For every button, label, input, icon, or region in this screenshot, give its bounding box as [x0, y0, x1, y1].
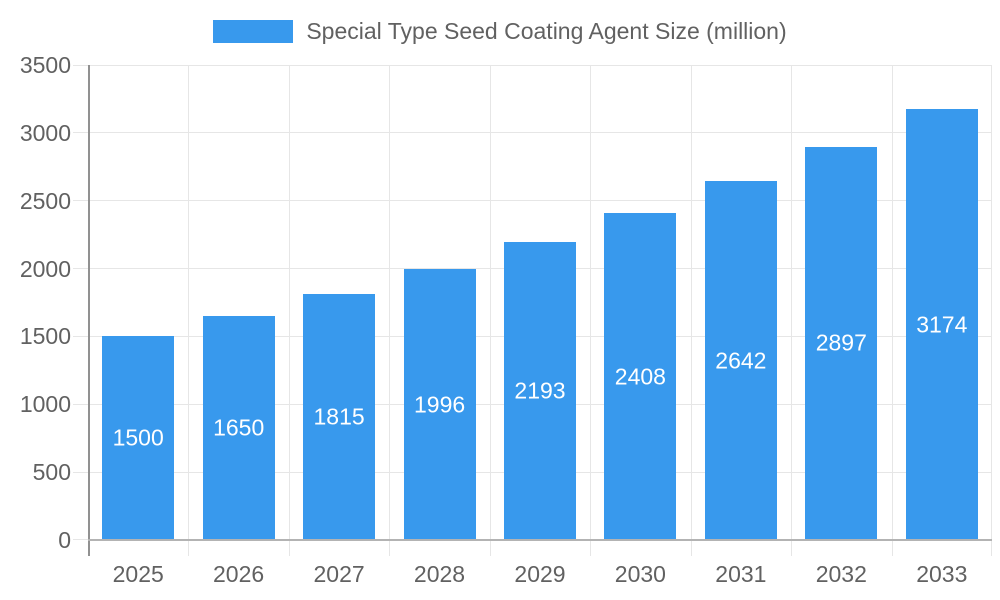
- gridline-vertical: [891, 65, 893, 556]
- bar-value-label: 1815: [313, 403, 365, 430]
- x-axis-label: 2030: [614, 561, 666, 587]
- gridline-vertical: [187, 65, 189, 556]
- gridline-vertical: [489, 65, 491, 556]
- bar-2026[interactable]: 1650: [202, 316, 275, 540]
- y-axis-tick: [73, 539, 88, 540]
- bar-2029[interactable]: 2193: [504, 242, 576, 540]
- y-axis-label: 0: [58, 527, 71, 553]
- bar-value-label: 1650: [213, 414, 265, 441]
- y-axis-label: 2000: [19, 255, 71, 282]
- x-axis-label: 2025: [112, 561, 164, 587]
- x-axis-label: 2028: [413, 561, 466, 587]
- gridline-vertical: [388, 65, 390, 556]
- y-axis-label: 500: [32, 459, 71, 486]
- y-axis-label: 3000: [19, 119, 71, 146]
- bar-2032[interactable]: 2897: [805, 146, 878, 540]
- bar-value-label: 2897: [815, 329, 867, 356]
- bar-2028[interactable]: 1996: [403, 269, 476, 540]
- gridline-vertical: [288, 65, 290, 556]
- y-axis-label: 3500: [19, 52, 71, 78]
- bar-2031[interactable]: 2642: [704, 181, 777, 540]
- legend-swatch: [213, 20, 294, 43]
- gridline-vertical: [589, 65, 591, 556]
- bar-value-label: 3174: [916, 311, 968, 338]
- x-axis-label: 2031: [715, 561, 767, 587]
- bar-value-label: 2408: [614, 363, 666, 390]
- bar-value-label: 1500: [112, 424, 164, 451]
- x-axis-label: 2027: [313, 561, 365, 587]
- bar-2033[interactable]: 3174: [905, 109, 978, 540]
- y-axis-line: [88, 65, 90, 556]
- plot-area: 0 500 1000 1500 2000 2500 3000 3500 1500 1650 1815…: [20, 52, 992, 587]
- bar-value-label: 1996: [414, 391, 466, 418]
- bar-value-label: 2193: [514, 377, 566, 404]
- y-axis-label: 1000: [19, 391, 71, 418]
- bar-2025[interactable]: 1500: [102, 336, 175, 540]
- gridline-horizontal: [73, 200, 992, 202]
- bar-value-label: 2642: [715, 347, 767, 374]
- gridline-vertical: [790, 65, 792, 556]
- x-axis-line: [88, 539, 992, 541]
- gridline-vertical: [690, 65, 692, 556]
- bar-2027[interactable]: 1815: [303, 293, 376, 540]
- bar-2030[interactable]: 2408: [604, 213, 677, 540]
- x-axis-label: 2033: [916, 561, 968, 587]
- gridline-horizontal: [73, 64, 992, 66]
- y-axis-label: 2500: [19, 187, 71, 214]
- x-axis-label: 2029: [514, 561, 566, 587]
- gridline-horizontal: [73, 132, 992, 134]
- x-axis-label: 2032: [815, 561, 867, 587]
- legend-label: Special Type Seed Coating Agent Size (mi…: [306, 18, 787, 44]
- y-axis-label: 1500: [19, 323, 71, 350]
- legend-item[interactable]: Special Type Seed Coating Agent Size (mi…: [0, 18, 1000, 45]
- x-axis-label: 2026: [213, 561, 265, 587]
- gridline-vertical: [990, 65, 992, 556]
